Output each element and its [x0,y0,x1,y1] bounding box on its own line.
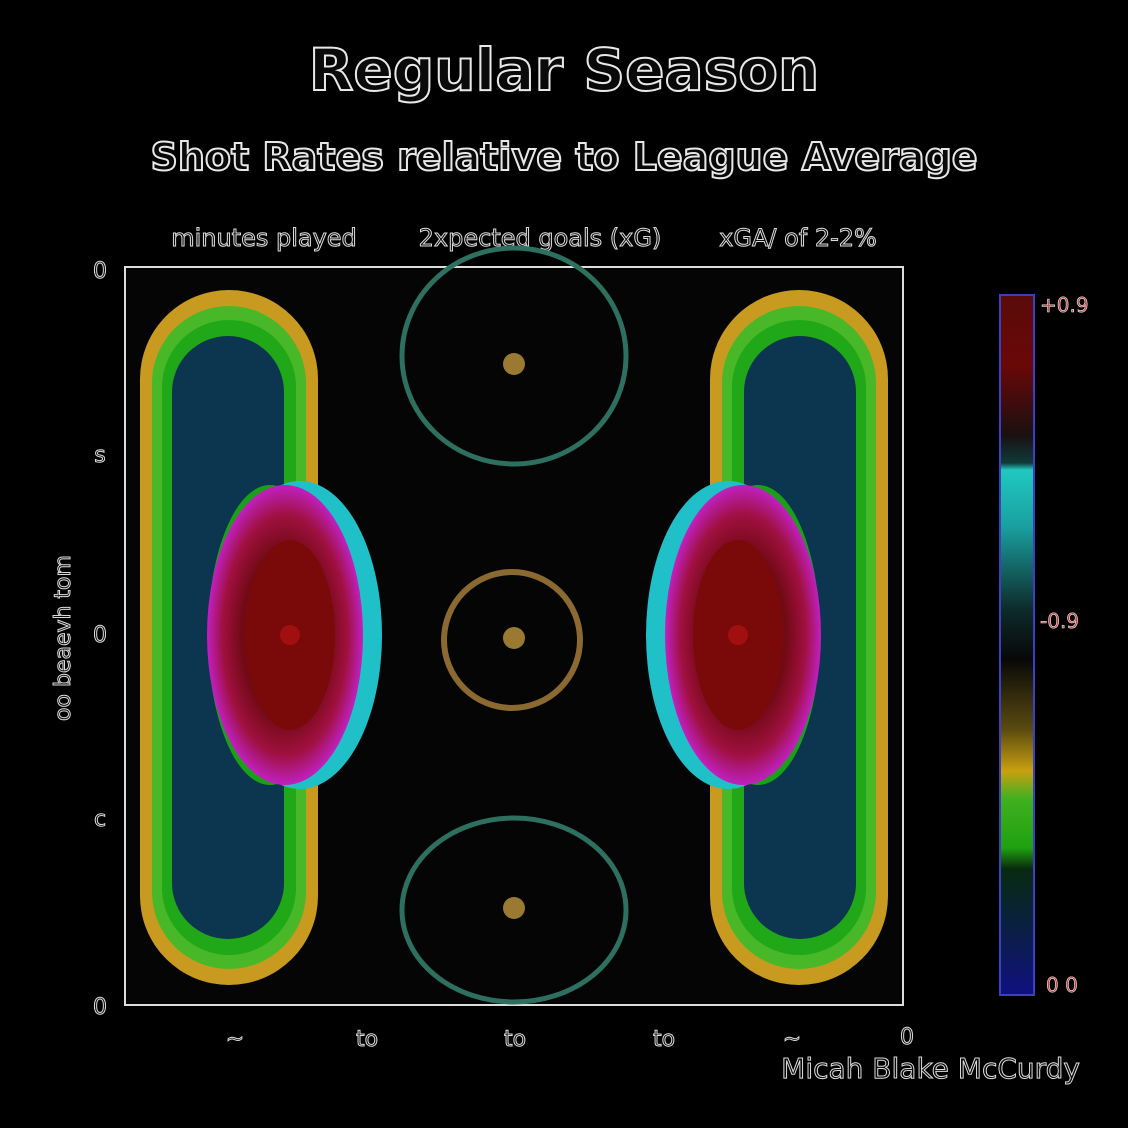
x-tick-label: to [504,1027,526,1052]
x-tick-label: ~ [226,1027,244,1052]
x-tick-label: to [356,1027,378,1052]
subtitle: Shot Rates relative to League Average [150,135,977,179]
rink [124,245,904,1006]
stat-label: minutes played [171,224,357,252]
x-tick-label: 0 [900,1025,914,1050]
title: Regular Season [309,36,820,104]
stat-label: 2xpected goals (xG) [419,224,662,252]
colorbar [999,294,1035,996]
stat-label: xGA/ of 2-2% [719,224,877,252]
y-tick-label: s [94,443,105,468]
colorbar-label: -0.9 [1040,609,1079,633]
y-tick-label: 0 [93,259,107,284]
x-tick-label: ~ [783,1027,801,1052]
colorbar-label: 0 0 [1046,973,1078,997]
y-tick-label: c [94,807,106,832]
x-tick-label: to [653,1027,675,1052]
y-axis-label: oo beaevh tom [51,555,76,721]
y-tick-label: 0 [93,623,107,648]
colorbar-label: +0.9 [1040,293,1089,317]
y-tick-label: 0 [93,995,107,1020]
credit: Micah Blake McCurdy [781,1052,1080,1085]
